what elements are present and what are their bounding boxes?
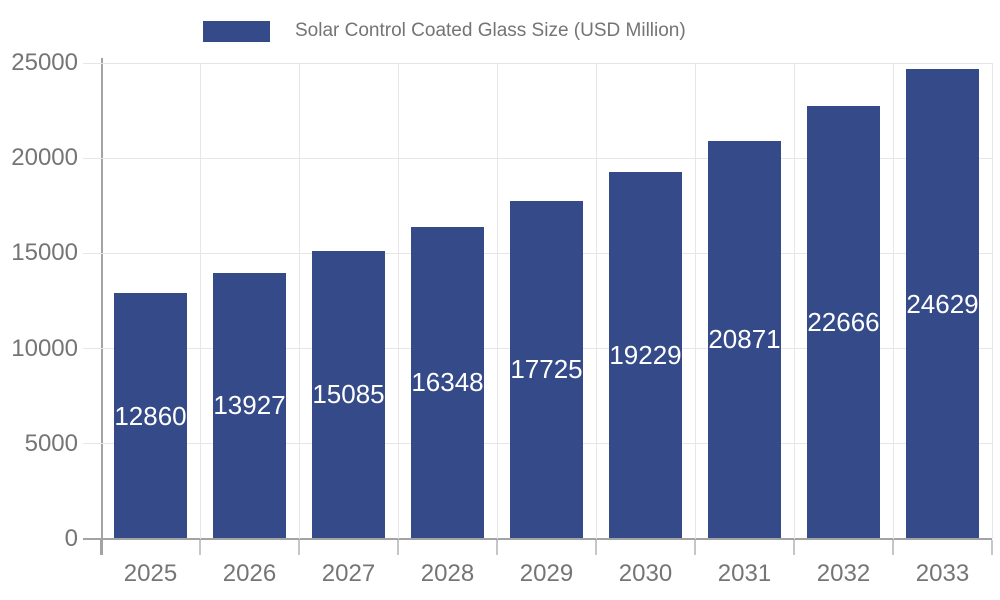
gridline-horizontal <box>83 157 992 159</box>
plot-area: 0 5000 10000 15000 20000 25000 12860 2025 13927 2… <box>11 49 993 587</box>
gridline-vertical <box>496 63 498 539</box>
x-axis-tick <box>694 540 696 555</box>
gridline-vertical <box>199 63 201 539</box>
bar-value-label: 13927 <box>213 390 286 421</box>
gridline-vertical <box>892 63 894 539</box>
x-axis-tick <box>496 540 498 555</box>
bar-value-label: 17725 <box>510 354 583 385</box>
bar-2027[interactable]: 15085 <box>312 250 385 538</box>
x-axis-tick <box>892 540 894 555</box>
gridline-vertical <box>298 63 300 539</box>
bar-value-label: 20871 <box>708 324 781 355</box>
bar-value-label: 15085 <box>312 379 385 410</box>
bar-value-label: 22666 <box>807 307 880 338</box>
y-axis-tick-label: 5000 <box>24 429 78 457</box>
x-axis-tick <box>298 540 300 555</box>
bar-2032[interactable]: 22666 <box>807 106 880 538</box>
y-axis-tick-label: 15000 <box>11 239 78 267</box>
x-axis-tick <box>793 540 795 555</box>
bar-value-label: 24629 <box>906 288 979 319</box>
x-axis-label: 2030 <box>618 560 673 587</box>
legend-swatch-icon <box>203 20 270 42</box>
x-axis-tick <box>397 540 399 555</box>
bar-value-label: 12860 <box>114 400 187 431</box>
x-axis-tick <box>595 540 597 555</box>
gridline-vertical <box>595 63 597 539</box>
legend-label: Solar Control Coated Glass Size (USD Mil… <box>295 20 686 41</box>
gridline-vertical <box>397 63 399 539</box>
y-axis-tick-label: 20000 <box>11 144 78 172</box>
bar-2028[interactable]: 16348 <box>411 226 484 538</box>
x-axis-label: 2026 <box>222 560 277 587</box>
bar-2030[interactable]: 19229 <box>609 171 682 538</box>
x-axis-tick <box>100 540 102 555</box>
bar-value-label: 19229 <box>609 339 682 370</box>
gridline-vertical <box>694 63 696 539</box>
x-axis-label: 2031 <box>717 560 772 587</box>
x-axis-label: 2027 <box>321 560 376 587</box>
x-axis-tick <box>991 540 993 555</box>
x-axis-tick <box>199 540 201 555</box>
x-axis-label: 2033 <box>915 560 970 587</box>
y-axis-tick-label: 10000 <box>11 334 78 362</box>
bar-2033[interactable]: 24629 <box>906 69 979 538</box>
x-axis-line <box>83 538 992 540</box>
legend-item[interactable]: Solar Control Coated Glass Size (USD Mil… <box>203 20 686 42</box>
gridline-vertical <box>793 63 795 539</box>
x-axis-label: 2032 <box>816 560 871 587</box>
y-axis-tick-label: 25000 <box>11 49 78 76</box>
gridline-horizontal <box>83 62 992 64</box>
gridline-vertical <box>991 63 993 539</box>
bar-2026[interactable]: 13927 <box>213 272 286 538</box>
bar-value-label: 16348 <box>411 367 484 398</box>
y-axis-tick-label: 0 <box>64 525 78 552</box>
bar-2029[interactable]: 17725 <box>510 200 583 538</box>
bar-2025[interactable]: 12860 <box>114 293 187 538</box>
y-axis-line <box>101 58 103 555</box>
x-axis-label: 2028 <box>420 560 475 587</box>
bar-2031[interactable]: 20871 <box>708 140 781 538</box>
x-axis-label: 2029 <box>519 560 574 587</box>
x-axis-label: 2025 <box>123 560 178 587</box>
